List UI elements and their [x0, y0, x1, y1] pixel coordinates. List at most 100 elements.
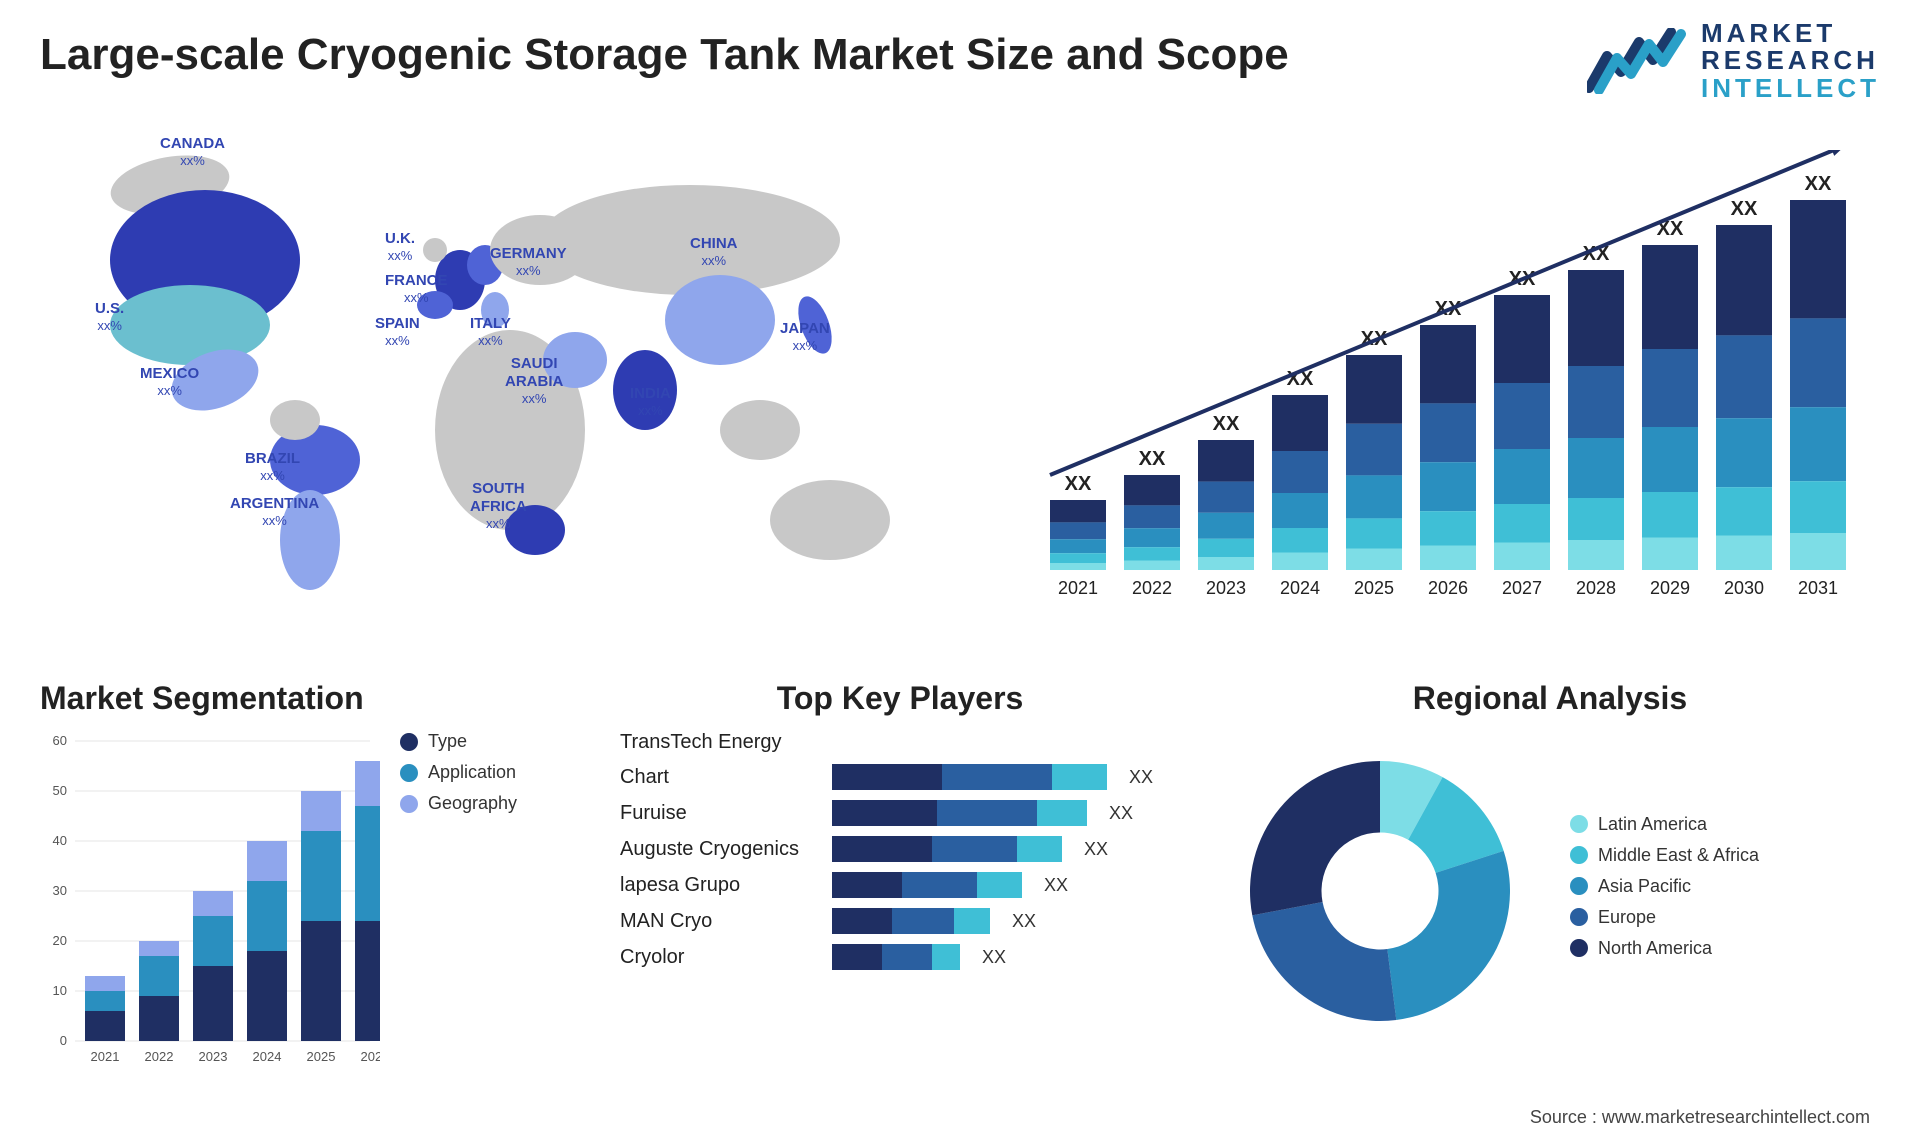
player-name: Furuise: [620, 802, 820, 825]
player-name: Auguste Cryogenics: [620, 838, 820, 861]
segmentation-chart: 0102030405060202120222023202420252026: [40, 731, 380, 1071]
svg-text:2023: 2023: [199, 1049, 228, 1064]
player-bar-segment: [942, 764, 1052, 790]
player-row: MAN CryoXX: [620, 908, 1180, 934]
segmentation-legend-item: Application: [400, 762, 517, 783]
player-bar-segment: [932, 836, 1017, 862]
logo-line2: RESEARCH: [1701, 47, 1880, 74]
player-name: Cryolor: [620, 946, 820, 969]
player-bar-segment: [832, 944, 882, 970]
regional-donut: [1220, 731, 1540, 1051]
player-bar-segment: [954, 908, 990, 934]
brand-logo: MARKET RESEARCH INTELLECT: [1587, 20, 1880, 102]
player-bar: [832, 944, 960, 970]
player-value: XX: [1012, 911, 1036, 932]
player-row: Cryolor XX: [620, 944, 1180, 970]
player-bar: [832, 836, 1062, 862]
svg-text:20: 20: [53, 933, 67, 948]
svg-text:2026: 2026: [361, 1049, 380, 1064]
segmentation-legend-item: Geography: [400, 793, 517, 814]
player-bar-segment: [1052, 764, 1107, 790]
svg-text:2022: 2022: [145, 1049, 174, 1064]
legend-dot-icon: [1570, 939, 1588, 957]
player-value: XX: [1084, 839, 1108, 860]
map-label-france: FRANCExx%: [385, 272, 448, 306]
player-bar-segment: [832, 800, 937, 826]
player-bar-segment: [932, 944, 960, 970]
svg-text:0: 0: [60, 1033, 67, 1048]
map-label-india: INDIAxx%: [630, 385, 671, 419]
legend-dot-icon: [400, 764, 418, 782]
legend-label: Middle East & Africa: [1598, 845, 1759, 866]
world-map: CANADAxx%U.S.xx%MEXICOxx%BRAZILxx%ARGENT…: [40, 130, 940, 630]
regional-title: Regional Analysis: [1220, 680, 1880, 717]
player-bar: [832, 872, 1022, 898]
players-title: Top Key Players: [620, 680, 1180, 717]
regional-legend: Latin AmericaMiddle East & AfricaAsia Pa…: [1570, 814, 1759, 969]
player-name: TransTech Energy: [620, 731, 820, 754]
player-bar: [832, 908, 990, 934]
map-label-germany: GERMANYxx%: [490, 245, 567, 279]
player-value: XX: [1129, 767, 1153, 788]
player-bar-segment: [882, 944, 932, 970]
svg-text:2022: 2022: [1132, 578, 1172, 598]
legend-dot-icon: [1570, 877, 1588, 895]
legend-label: North America: [1598, 938, 1712, 959]
map-label-argentina: ARGENTINAxx%: [230, 495, 319, 529]
player-bar-segment: [832, 836, 932, 862]
player-bar-segment: [832, 872, 902, 898]
svg-text:2021: 2021: [91, 1049, 120, 1064]
source-label: Source : www.marketresearchintellect.com: [1530, 1107, 1870, 1128]
map-label-uk: U.K.xx%: [385, 230, 415, 264]
regional-legend-item: Middle East & Africa: [1570, 845, 1759, 866]
growth-chart: XX2021XX2022XX2023XX2024XX2025XX2026XX20…: [1040, 150, 1860, 600]
player-bar-segment: [1037, 800, 1087, 826]
logo-mark-icon: [1587, 28, 1687, 94]
player-name: lapesa Grupo: [620, 874, 820, 897]
player-bar: [832, 764, 1107, 790]
svg-text:2027: 2027: [1502, 578, 1542, 598]
map-label-brazil: BRAZILxx%: [245, 450, 300, 484]
map-label-south-africa: SOUTHAFRICAxx%: [470, 480, 527, 532]
legend-dot-icon: [1570, 846, 1588, 864]
legend-dot-icon: [400, 795, 418, 813]
player-bar-segment: [937, 800, 1037, 826]
svg-text:2021: 2021: [1058, 578, 1098, 598]
svg-text:2026: 2026: [1428, 578, 1468, 598]
player-row: lapesa Grupo XX: [620, 872, 1180, 898]
svg-text:50: 50: [53, 783, 67, 798]
map-label-spain: SPAINxx%: [375, 315, 420, 349]
svg-text:2024: 2024: [1280, 578, 1320, 598]
regional-legend-item: Latin America: [1570, 814, 1759, 835]
svg-text:2030: 2030: [1724, 578, 1764, 598]
page-title: Large-scale Cryogenic Storage Tank Marke…: [40, 30, 1289, 80]
svg-text:XX: XX: [1805, 173, 1832, 195]
player-name: Chart: [620, 766, 820, 789]
legend-dot-icon: [1570, 908, 1588, 926]
legend-label: Type: [428, 731, 467, 752]
svg-text:XX: XX: [1065, 473, 1092, 495]
regional-legend-item: Europe: [1570, 907, 1759, 928]
player-bar-segment: [832, 764, 942, 790]
legend-label: Geography: [428, 793, 517, 814]
logo-line3: INTELLECT: [1701, 75, 1880, 102]
legend-label: Europe: [1598, 907, 1656, 928]
map-label-italy: ITALYxx%: [470, 315, 511, 349]
map-label-canada: CANADAxx%: [160, 135, 225, 169]
svg-text:XX: XX: [1731, 198, 1758, 220]
segmentation-legend: Type Application Geography: [400, 731, 517, 1071]
player-bar-segment: [902, 872, 977, 898]
player-value: XX: [1044, 875, 1068, 896]
player-bar-segment: [892, 908, 954, 934]
svg-text:60: 60: [53, 733, 67, 748]
legend-dot-icon: [400, 733, 418, 751]
svg-text:XX: XX: [1139, 448, 1166, 470]
players-list: TransTech EnergyChartXXFuruiseXXAuguste …: [620, 731, 1180, 970]
segmentation-title: Market Segmentation: [40, 680, 580, 717]
legend-label: Application: [428, 762, 516, 783]
svg-text:2025: 2025: [307, 1049, 336, 1064]
map-label-us: U.S.xx%: [95, 300, 124, 334]
player-row: Auguste Cryogenics XX: [620, 836, 1180, 862]
player-bar-segment: [832, 908, 892, 934]
player-value: XX: [982, 947, 1006, 968]
